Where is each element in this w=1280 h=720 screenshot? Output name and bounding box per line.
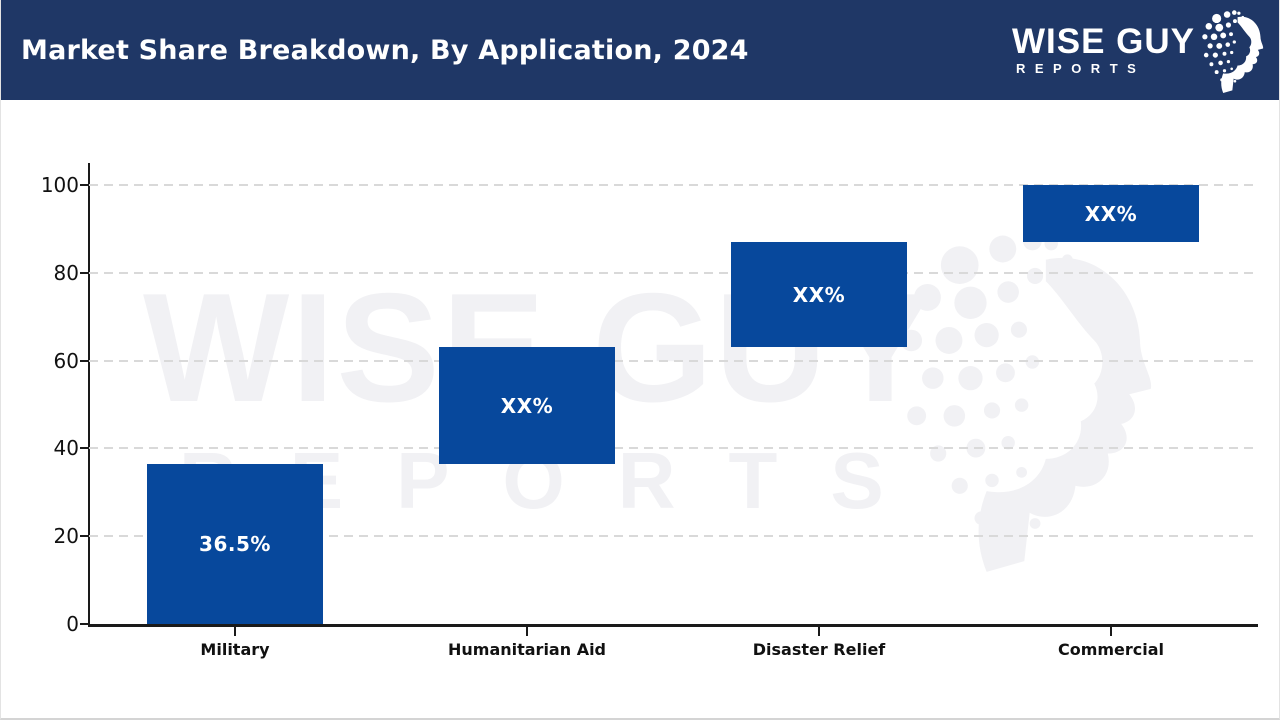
bar-value-label: XX% (1084, 201, 1138, 226)
x-axis-tick-mark (1110, 627, 1112, 636)
bar-disaster-relief: XX% (731, 242, 907, 348)
x-axis-tick-mark (818, 627, 820, 636)
y-axis-tick-label: 60 (53, 348, 79, 373)
logo-text: WISE GUY REPORTS (1011, 22, 1195, 77)
bar-military: 36.5% (147, 463, 323, 624)
y-axis-tick-mark (80, 623, 89, 625)
logo-head-icon (1202, 9, 1264, 93)
page-title: Market Share Breakdown, By Application, … (21, 34, 749, 66)
bar-value-label: XX% (500, 393, 554, 418)
y-axis-tick-mark (80, 184, 89, 186)
gridline-20 (89, 535, 1257, 538)
bar-value-label: XX% (792, 282, 846, 307)
wise-guy-reports-logo: WISE GUY REPORTS (1011, 8, 1269, 93)
x-axis-label-humanitarian-aid: Humanitarian Aid (447, 640, 607, 659)
y-axis-tick-label: 20 (53, 524, 79, 549)
y-axis-tick-label: 40 (53, 436, 79, 461)
y-axis-tick-mark (80, 447, 89, 450)
y-axis-tick-label: 0 (66, 612, 79, 636)
y-axis-line (88, 163, 90, 627)
y-axis-tick-mark (80, 359, 89, 362)
x-axis-label-commercial: Commercial (1057, 640, 1165, 659)
x-axis-label-military: Military (200, 640, 270, 659)
bar-humanitarian-aid: XX% (439, 347, 615, 464)
logo-subtext: REPORTS (1015, 61, 1146, 76)
y-axis-tick-label: 100 (40, 173, 79, 197)
y-axis-tick-mark (80, 535, 89, 538)
logo-wordmark: WISE GUY (1011, 22, 1195, 61)
y-axis-tick-label: 80 (53, 260, 79, 285)
y-axis-tick-mark (80, 271, 89, 274)
gridline-80 (89, 271, 1257, 274)
x-axis-line (88, 624, 1258, 627)
bar-value-label: 36.5% (199, 531, 271, 556)
gridline-40 (89, 447, 1257, 450)
header: Market Share Breakdown, By Application, … (1, 0, 1279, 100)
x-axis-label-disaster-relief: Disaster Relief (752, 640, 886, 659)
gridline-60 (89, 359, 1257, 362)
x-axis-tick-mark (526, 627, 528, 636)
x-axis-tick-mark (234, 627, 236, 636)
gridline-100 (89, 184, 1257, 186)
bar-commercial: XX% (1023, 185, 1199, 243)
